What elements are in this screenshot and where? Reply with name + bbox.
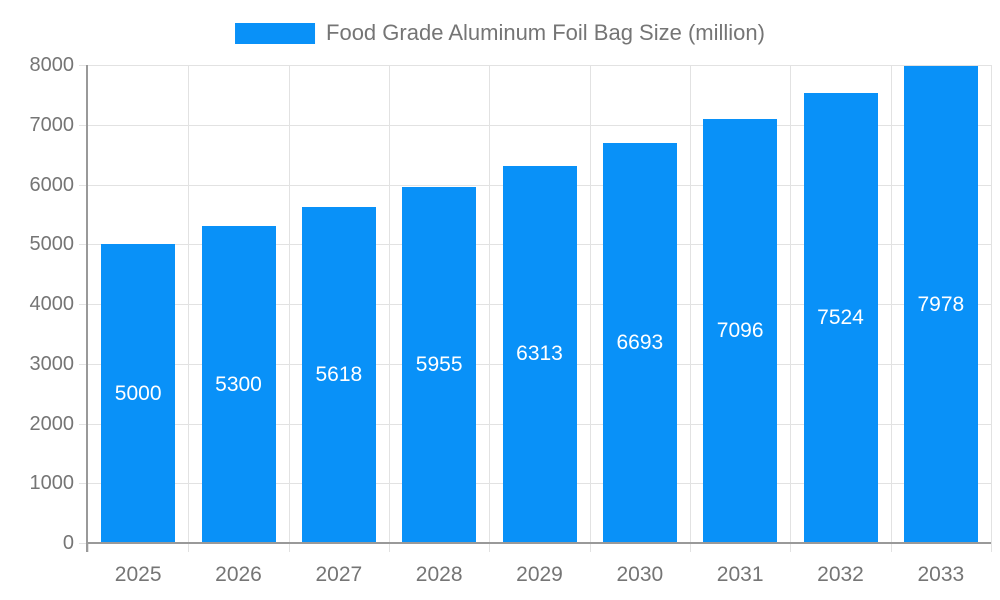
x-axis-category-label: 2033 — [917, 563, 965, 586]
x-axis-tick — [288, 543, 290, 552]
bar-value-label: 5618 — [315, 363, 363, 387]
bar-value-label: 7524 — [817, 306, 864, 330]
gridline-horizontal — [88, 65, 991, 66]
legend-item[interactable]: Food Grade Aluminum Foil Bag Size (milli… — [235, 20, 765, 46]
x-axis-category-label: 2030 — [616, 563, 664, 586]
x-axis-tick — [690, 543, 691, 552]
x-axis-tick — [188, 543, 190, 552]
x-axis-tick — [489, 543, 491, 552]
bar: 6313 — [502, 165, 577, 543]
y-axis-tick-label: 8000 — [29, 54, 75, 76]
bar-value-label: 5955 — [415, 353, 463, 377]
x-axis-category-label: 2027 — [315, 563, 363, 586]
bar-value-label: 7096 — [716, 318, 764, 342]
x-axis-tick — [589, 543, 591, 552]
bar: 7096 — [703, 119, 778, 543]
x-axis-tick — [88, 543, 89, 552]
x-axis-category-label: 2032 — [817, 563, 864, 586]
y-axis-line — [86, 65, 88, 552]
gridline-vertical — [991, 65, 992, 543]
x-axis-category-label: 2025 — [114, 563, 162, 586]
legend-label: Food Grade Aluminum Foil Bag Size (milli… — [326, 20, 765, 45]
bar-value-label: 6693 — [616, 331, 664, 355]
y-axis-tick — [79, 244, 88, 246]
bar-value-label: 7978 — [917, 292, 965, 316]
x-axis-category-label: 2026 — [215, 563, 262, 586]
bar: 5618 — [301, 207, 376, 543]
x-axis-category-label: 2031 — [716, 563, 764, 586]
y-axis-tick — [79, 423, 88, 425]
x-axis-category-label: 2028 — [415, 563, 463, 586]
y-axis-tick-label: 2000 — [29, 412, 75, 435]
y-axis-tick-label: 7000 — [29, 113, 75, 136]
x-axis-tick — [991, 543, 992, 552]
bar: 5000 — [101, 244, 176, 543]
x-axis-category-label: 2029 — [516, 563, 563, 586]
gridline-vertical — [890, 65, 892, 543]
y-axis-tick — [79, 124, 88, 126]
bar: 6693 — [602, 143, 677, 543]
x-axis-line — [86, 542, 991, 544]
bar-value-label: 6313 — [516, 342, 563, 366]
gridline-vertical — [790, 65, 792, 543]
legend-swatch-icon — [235, 22, 316, 44]
bar: 5955 — [402, 187, 477, 543]
y-axis-tick-label: 0 — [62, 532, 74, 554]
bar: 7978 — [903, 66, 978, 543]
gridline-horizontal — [88, 124, 991, 126]
x-axis-tick — [790, 543, 792, 552]
y-axis-tick — [79, 65, 88, 66]
x-axis-tick — [389, 543, 390, 552]
gridline-vertical — [589, 65, 591, 543]
y-axis-tick-label: 1000 — [29, 472, 75, 495]
bar-value-label: 5300 — [215, 372, 262, 396]
y-axis-tick-label: 4000 — [29, 293, 75, 315]
gridline-vertical — [690, 65, 691, 543]
bar: 7524 — [803, 93, 878, 543]
gridline-vertical — [288, 65, 290, 543]
y-axis-tick-label: 5000 — [29, 233, 75, 256]
y-axis-tick — [79, 543, 88, 544]
gridline-vertical — [489, 65, 491, 543]
bar: 5300 — [201, 226, 276, 543]
y-axis-tick — [79, 304, 88, 305]
y-axis-tick-label: 6000 — [29, 173, 75, 196]
gridline-vertical — [389, 65, 390, 543]
gridline-vertical — [188, 65, 190, 543]
y-axis-tick — [79, 483, 88, 485]
y-axis-tick-label: 3000 — [29, 352, 75, 375]
y-axis-tick — [79, 363, 88, 365]
bar-value-label: 5000 — [114, 381, 162, 405]
x-axis-tick — [890, 543, 892, 552]
y-axis-tick — [79, 184, 88, 186]
